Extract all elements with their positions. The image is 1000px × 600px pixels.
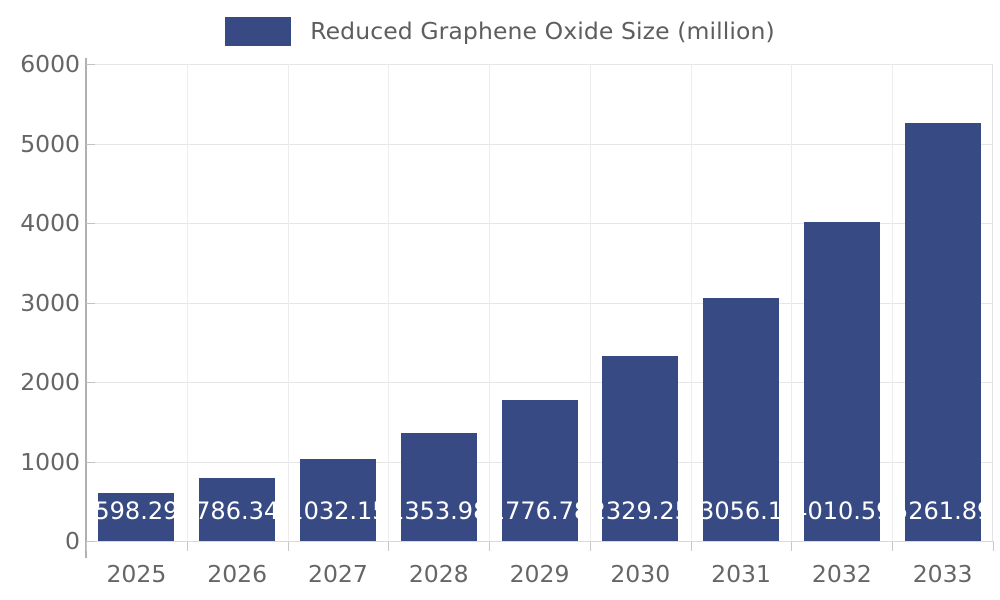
x-axis-tick-mark <box>489 542 490 551</box>
bar-value-clip: 1032.15 <box>300 459 376 541</box>
x-axis-tick-mark <box>288 542 289 551</box>
bar-value-clip: 2329.25 <box>602 356 678 541</box>
y-axis-tick-label: 2000 <box>20 368 80 396</box>
gridline-vertical <box>892 64 893 541</box>
x-axis-tick-label: 2028 <box>408 560 469 588</box>
x-axis-tick-mark <box>993 542 994 551</box>
y-axis-tick-mark <box>86 64 95 65</box>
legend-label: Reduced Graphene Oxide Size (million) <box>310 17 775 45</box>
x-axis-tick-mark <box>691 542 692 551</box>
bar-value-label: 2329.25 <box>602 496 678 525</box>
y-axis-tick-mark <box>86 541 95 542</box>
y-axis-tick-mark <box>86 382 95 383</box>
y-axis-spine <box>85 58 87 558</box>
x-axis-tick-mark <box>187 542 188 551</box>
bar-value-clip: 4010.59 <box>804 222 880 541</box>
x-axis-tick-label: 2033 <box>912 560 973 588</box>
bar[interactable] <box>400 433 477 541</box>
bar-value-clip: 786.34 <box>199 478 275 541</box>
legend-color-swatch <box>225 16 292 46</box>
gridline-horizontal <box>86 64 993 65</box>
gridline-horizontal <box>86 223 993 224</box>
y-axis-tick-label: 0 <box>65 527 80 555</box>
x-axis-tick-mark <box>892 542 893 551</box>
y-axis-tick-label: 1000 <box>20 447 80 476</box>
x-axis-tick-mark <box>388 542 389 551</box>
gridline-horizontal <box>86 302 993 304</box>
bar-value-label: 1032.15 <box>300 496 376 525</box>
bar-value-label: 786.34 <box>199 496 276 525</box>
y-axis-tick-label: 4000 <box>20 209 80 237</box>
gridline-vertical <box>489 64 490 541</box>
x-axis-tick-label: 2026 <box>207 560 268 588</box>
y-axis-tick-mark <box>86 223 95 224</box>
y-axis-tick-mark <box>86 461 95 463</box>
x-axis-tick-label: 2025 <box>106 560 167 588</box>
x-axis-tick-mark <box>86 542 87 551</box>
y-axis-tick-label: 3000 <box>20 288 80 317</box>
x-axis-spine <box>86 541 994 542</box>
x-axis-tick-label: 2032 <box>811 560 872 588</box>
x-axis-tick-label: 2029 <box>509 560 570 588</box>
bar-value-clip: 1776.78 <box>502 400 578 541</box>
gridline-vertical <box>590 64 591 541</box>
bar-value-label: 1776.78 <box>502 496 578 525</box>
y-axis-tick-label: 5000 <box>20 129 80 158</box>
gridline-vertical <box>187 64 188 541</box>
plot-right-border <box>992 64 993 541</box>
gridline-vertical <box>388 64 389 541</box>
bar[interactable] <box>703 298 780 541</box>
y-axis-tick-mark <box>86 143 95 145</box>
gridline-horizontal <box>86 143 993 145</box>
y-axis-tick-mark <box>86 302 95 304</box>
x-axis-tick-label: 2031 <box>711 560 771 588</box>
gridline-horizontal <box>86 382 993 383</box>
gridline-vertical <box>288 64 289 541</box>
bar[interactable] <box>904 122 981 541</box>
x-axis-tick-label: 2030 <box>610 560 671 588</box>
bar[interactable] <box>98 493 175 541</box>
x-axis-tick-label: 2027 <box>308 560 368 588</box>
bar[interactable] <box>199 478 276 541</box>
gridline-vertical <box>691 64 692 541</box>
bar-value-label: 4010.59 <box>804 496 880 525</box>
x-axis-tick-mark <box>590 542 591 551</box>
chart-legend: Reduced Graphene Oxide Size (million) <box>0 10 1000 52</box>
bar-value-clip: 598.29 <box>98 493 174 541</box>
bar[interactable] <box>803 222 880 541</box>
y-axis-ticks: 0 1000 2000 3000 4000 5000 6000 <box>0 50 80 555</box>
bar-value-label: 3056.1 <box>703 496 780 525</box>
bar[interactable] <box>501 399 578 541</box>
bar-value-clip: 3056.1 <box>703 298 779 541</box>
bar[interactable] <box>299 458 376 541</box>
x-axis-tick-mark <box>791 542 792 551</box>
gridline-vertical <box>791 64 792 541</box>
bar-value-label: 598.29 <box>98 496 175 525</box>
bar[interactable] <box>602 355 679 541</box>
y-axis-tick-label: 6000 <box>20 50 80 78</box>
